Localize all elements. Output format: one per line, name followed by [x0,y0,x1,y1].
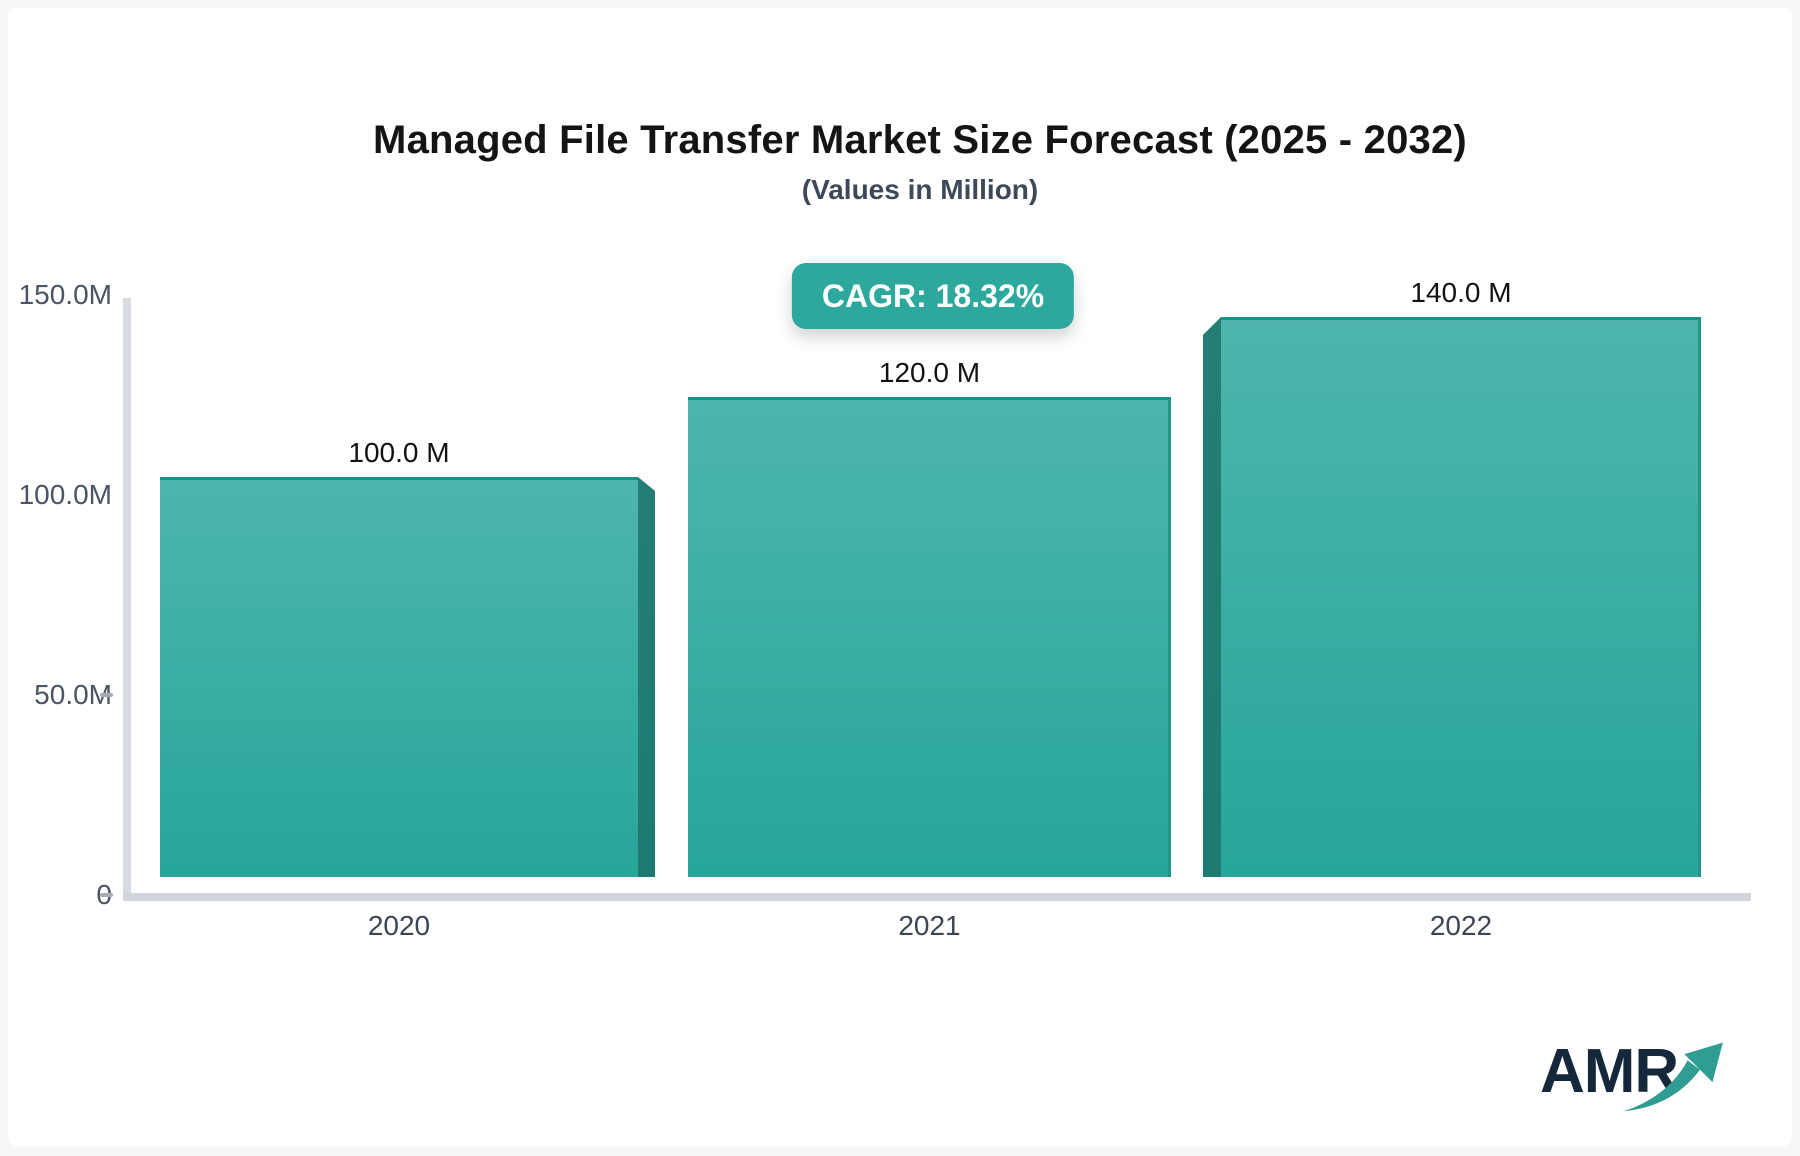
y-axis-tick-label: 0 [8,878,112,912]
chart-subtitle: (Values in Million) [801,174,1039,205]
bar-group-2020: 100.0 M [160,437,655,877]
chart-title: Managed File Transfer Market Size Foreca… [373,118,1467,162]
bar-3d-edge [1203,317,1221,877]
bar-2021[interactable] [688,397,1171,877]
y-axis-tick-label: 150.0M [18,279,112,310]
amr-logo: AMR [1540,1034,1740,1120]
cagr-badge: CAGR: 18.32% [791,263,1075,329]
x-axis-label-2022: 2022 [1429,910,1493,941]
y-axis-tick-mark [100,693,113,697]
x-axis-label-2020: 2020 [367,910,431,941]
x-axis-label-2021: 2021 [898,910,961,941]
y-axis-tick-mark [100,893,113,897]
bar-value-label: 120.0 M [878,357,981,388]
y-axis-tick-label: 50.0M [34,679,112,710]
bar-value-label: 100.0 M [348,437,450,468]
y-axis-line [123,298,131,901]
bar-3d-edge [638,477,655,877]
bar-2020[interactable] [160,477,638,877]
bar-value-label: 140.0 M [1410,277,1512,308]
trend-up-arrow-icon [1623,1042,1723,1112]
bar-group-2022: 140.0 M [1203,277,1701,877]
bar-2022[interactable] [1221,317,1701,877]
chart-card: Managed File Transfer Market Size Foreca… [8,8,1792,1146]
x-axis-line [123,893,1751,901]
bar-group-2021: 120.0 M [688,357,1171,877]
y-axis-tick-label: 100.0M [18,479,112,510]
amr-logo-text: AMR [1540,1037,1679,1106]
